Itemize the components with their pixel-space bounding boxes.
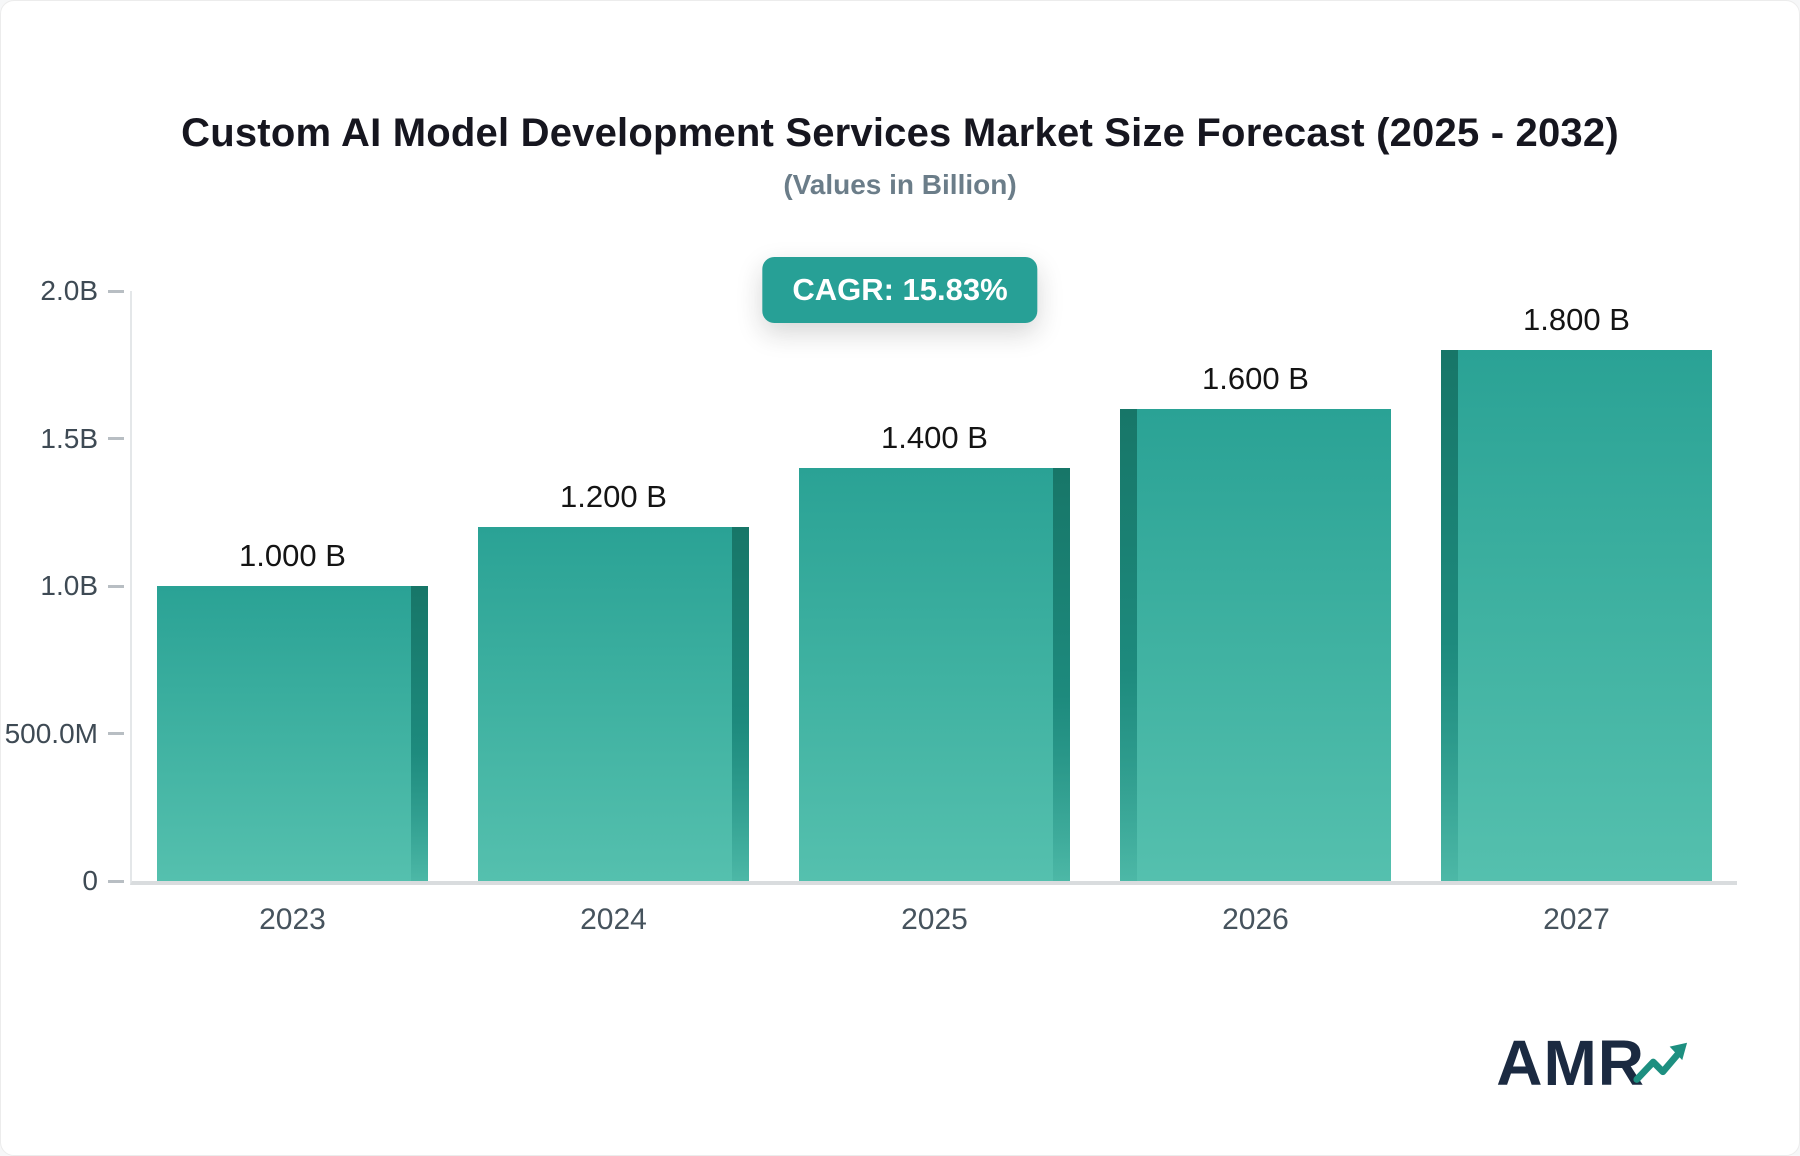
bar-value-label: 1.000 B [239,538,346,573]
chart-subtitle: (Values in Billion) [783,169,1017,200]
y-tick-500.0M: 500.0M [5,718,124,750]
y-tick-label: 1.5B [40,422,98,454]
y-tick-label: 0 [82,865,98,896]
logo-text: AMR [1496,1027,1645,1099]
bar-value-label: 1.800 B [1523,302,1630,337]
bar-2025: 1.400 B [798,420,1071,881]
bar-slot-2023: 1.000 B 2023 [132,291,453,936]
cagr-badge: CAGR: 15.83% [762,257,1038,323]
y-tick-1.5B: 1.5B [40,423,124,455]
y-tick-0: 0 [82,865,124,897]
bar-slot-2027: 1.800 B 2027 [1416,291,1737,936]
x-axis-label: 2026 [1222,903,1289,936]
bar-slot-2024: 1.200 B 2024 [453,291,774,936]
y-tick-1.0B: 1.0B [40,570,124,602]
y-tick-2.0B: 2.0B [40,275,124,307]
y-tick-mark [108,584,124,588]
x-axis-label: 2023 [259,903,326,936]
growth-arrow-icon [1631,1035,1689,1098]
bar-value-label: 1.200 B [560,479,667,514]
y-tick-label: 500.0M [4,717,98,749]
bar-value-label: 1.600 B [1202,361,1309,396]
x-axis-label: 2027 [1543,903,1610,936]
y-tick-mark [108,732,124,735]
x-axis-label: 2025 [901,903,968,936]
amr-logo: AMR [1496,1026,1689,1100]
x-axis-label: 2024 [580,903,647,936]
bar-slot-2026: 1.600 B 2026 [1095,291,1416,936]
plot-area: 0 500.0M 1.0B 1.5B 2.0B 1.000 B 2023 1.200 B 20… [5,275,1737,936]
bar-2023: 1.000 B [156,538,429,881]
bar-value-label: 1.400 B [881,420,988,455]
bar-slot-2025: 1.400 B 2025 [774,291,1095,936]
bar-2026: 1.600 B [1119,361,1392,881]
bar-2027: 1.800 B [1440,302,1713,881]
y-tick-mark [108,289,124,293]
y-tick-mark [108,437,124,440]
y-tick-label: 2.0B [40,275,98,306]
chart-title: Custom AI Model Development Services Mar… [181,111,1619,155]
y-tick-mark [108,879,124,883]
bar-2024: 1.200 B [477,479,750,881]
y-tick-label: 1.0B [40,570,98,601]
bars-row: 1.000 B 2023 1.200 B 2024 1.400 B 2025 1.600 B… [132,291,1737,936]
